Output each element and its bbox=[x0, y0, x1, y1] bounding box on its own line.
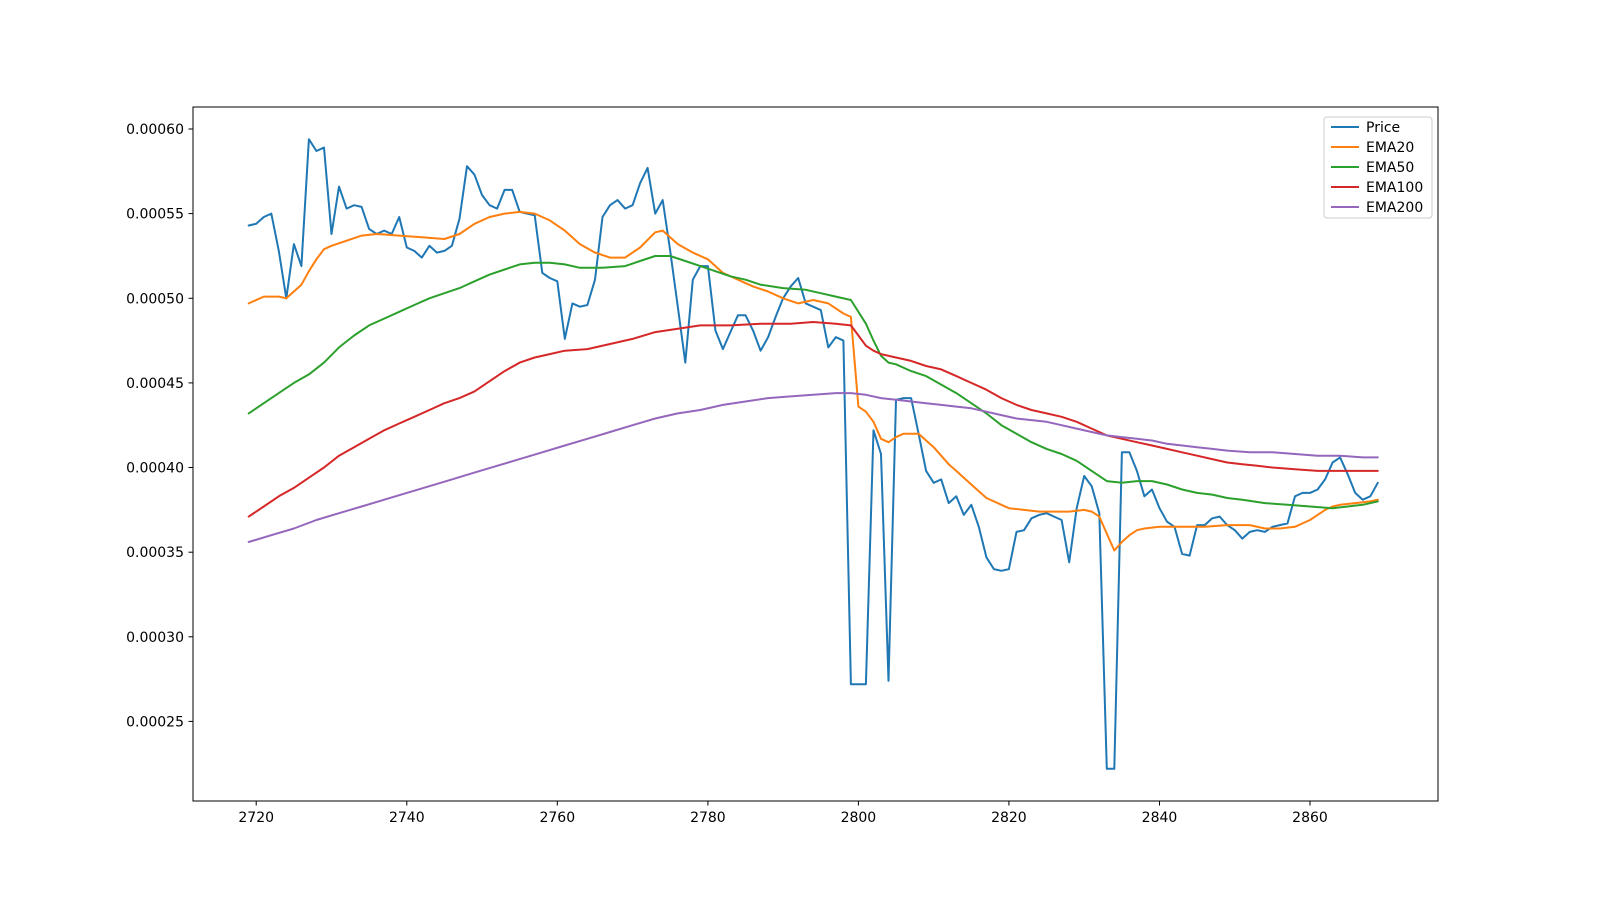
legend-entry-ema50: EMA50 bbox=[1331, 160, 1414, 176]
legend: Price EMA20 EMA50 EMA100 EMA200 bbox=[1323, 116, 1433, 219]
series-line-ema100 bbox=[247, 321, 1379, 518]
y-tick-label: 0.00030 bbox=[126, 630, 184, 646]
y-axis: 0.00025 0.00030 0.00035 0.00040 0.00045 0.000… bbox=[126, 122, 193, 730]
legend-entry-ema100: EMA100 bbox=[1331, 180, 1423, 196]
plot-border bbox=[192, 106, 1439, 802]
series-line-ema50 bbox=[247, 255, 1379, 510]
x-tick-label: 2800 bbox=[841, 810, 877, 826]
legend-box bbox=[1323, 116, 1433, 219]
x-tick-label: 2740 bbox=[389, 810, 425, 826]
y-tick-label: 0.00025 bbox=[126, 714, 184, 730]
y-tick-label: 0.00045 bbox=[126, 376, 184, 392]
series-lines bbox=[247, 138, 1379, 770]
y-tick-label: 0.00055 bbox=[126, 207, 184, 223]
y-tick-label: 0.00060 bbox=[126, 122, 184, 138]
legend-label: EMA20 bbox=[1366, 140, 1414, 156]
x-tick-label: 2720 bbox=[238, 810, 274, 826]
x-tick-label: 2860 bbox=[1292, 810, 1328, 826]
x-axis: 2720 2740 2760 2780 2800 2820 2840 2860 bbox=[238, 801, 1328, 826]
y-tick-label: 0.00040 bbox=[126, 461, 184, 477]
x-tick-label: 2780 bbox=[690, 810, 726, 826]
legend-entry-ema20: EMA20 bbox=[1331, 140, 1414, 156]
legend-label: Price bbox=[1366, 120, 1400, 136]
y-tick-label: 0.00035 bbox=[126, 545, 184, 561]
legend-label: EMA50 bbox=[1366, 160, 1414, 176]
y-tick-label: 0.00050 bbox=[126, 291, 184, 307]
series-line-ema200 bbox=[247, 392, 1379, 543]
legend-label: EMA100 bbox=[1366, 180, 1423, 196]
x-tick-label: 2820 bbox=[991, 810, 1027, 826]
x-tick-label: 2760 bbox=[539, 810, 575, 826]
legend-entry-price: Price bbox=[1331, 120, 1400, 136]
x-tick-label: 2840 bbox=[1142, 810, 1178, 826]
legend-label: EMA200 bbox=[1366, 200, 1423, 216]
legend-entry-ema200: EMA200 bbox=[1331, 200, 1423, 216]
series-line-ema20 bbox=[247, 210, 1379, 552]
series-line-price bbox=[247, 138, 1379, 770]
